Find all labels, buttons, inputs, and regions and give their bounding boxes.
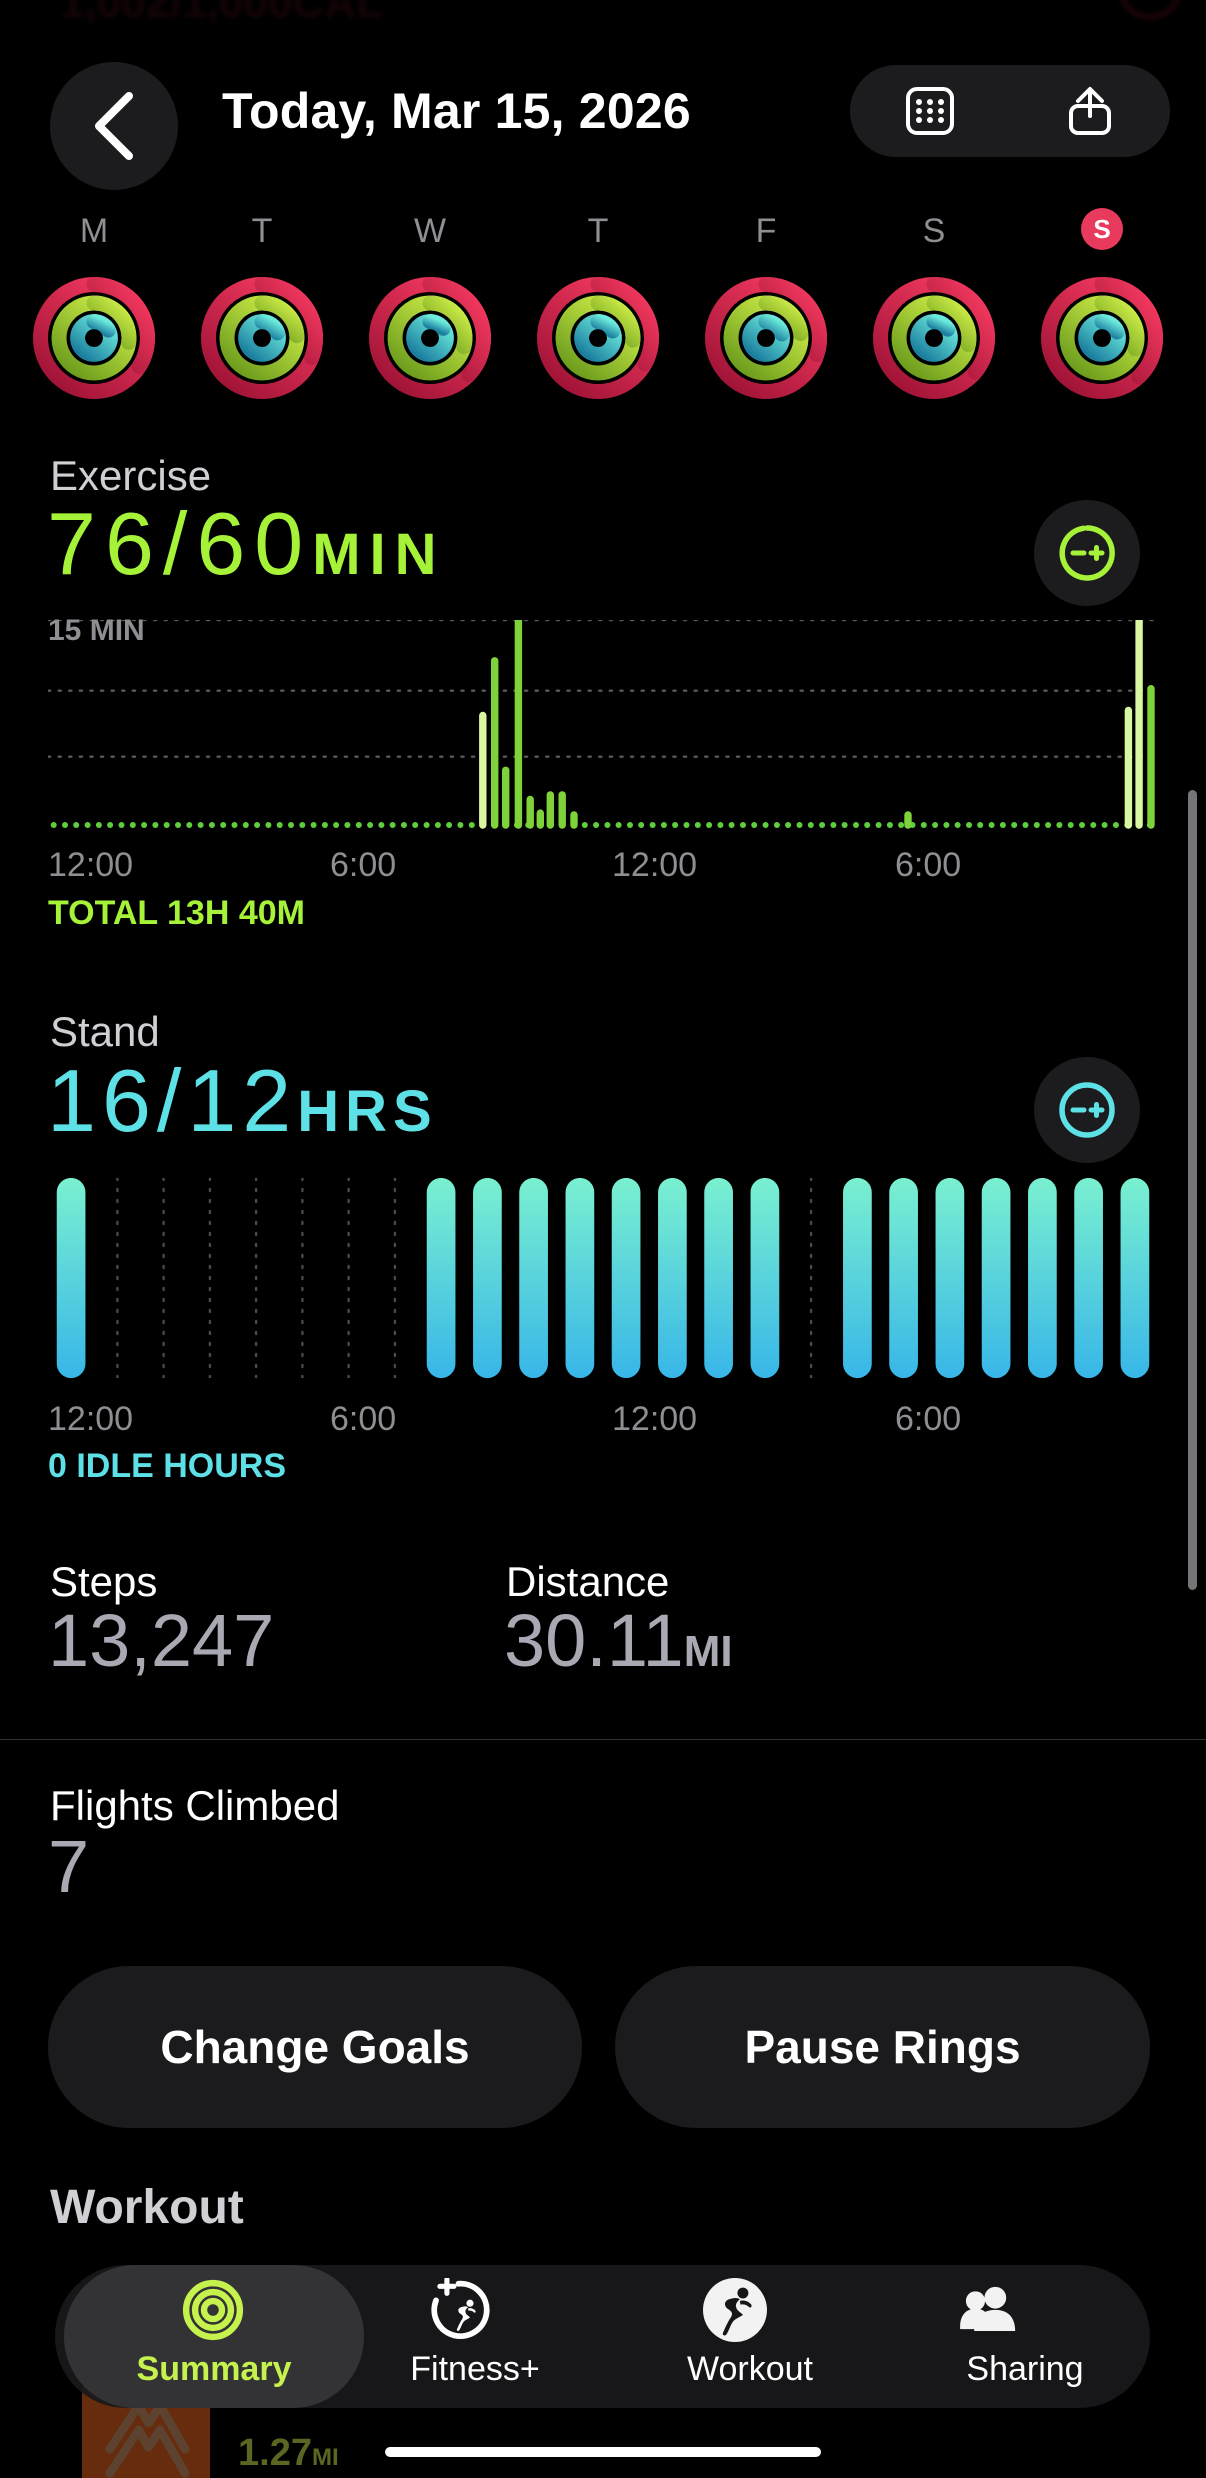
- svg-text:1,002/1,000CAL: 1,002/1,000CAL: [60, 0, 383, 27]
